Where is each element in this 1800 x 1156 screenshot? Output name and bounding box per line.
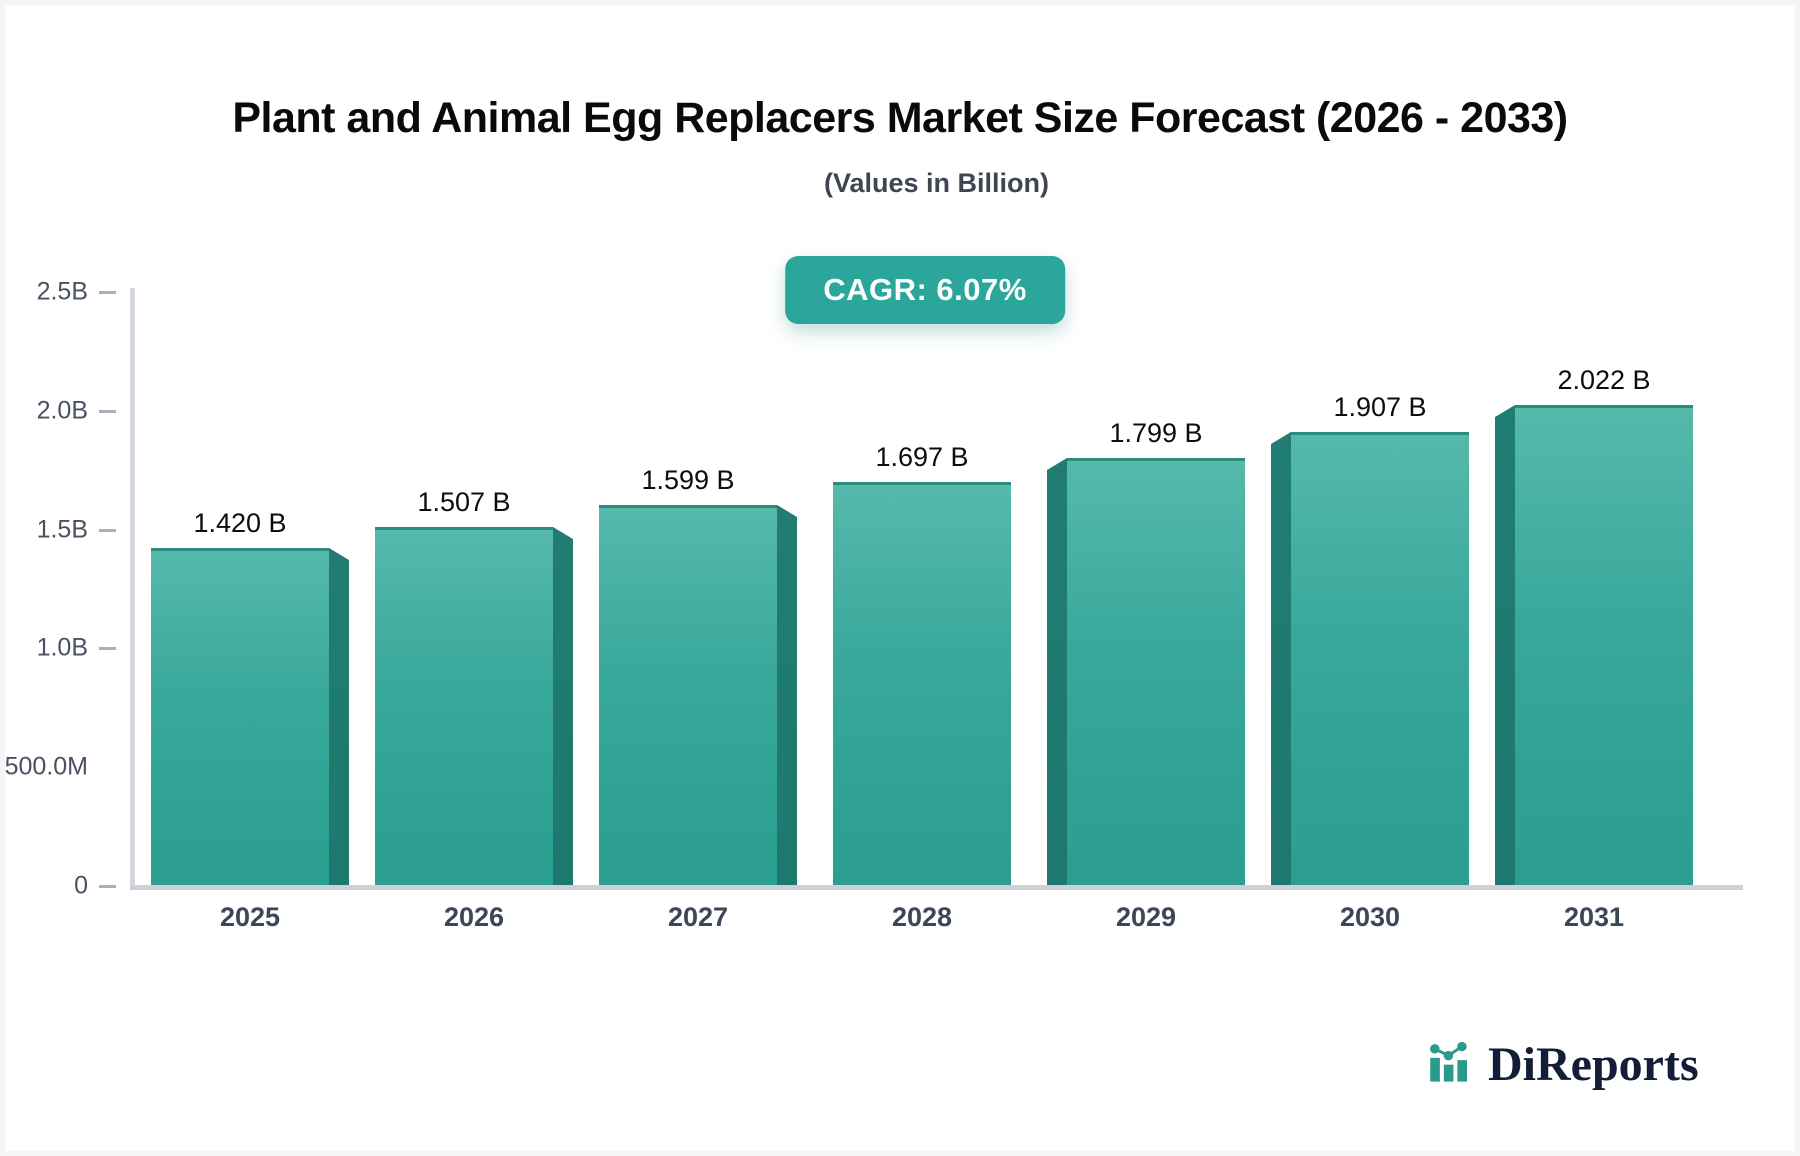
bar-main-face (1067, 458, 1245, 885)
bar-side-face (1495, 405, 1515, 885)
bar-main-face (375, 527, 553, 885)
bar-main-face (151, 548, 329, 885)
y-tick (99, 410, 116, 413)
bar-2029[interactable]: 1.799 B (1047, 418, 1245, 885)
bar-value-label: 1.799 B (1109, 418, 1203, 448)
y-tick-label: 1.5B (36, 515, 88, 544)
bar-side-face (553, 527, 573, 885)
y-tick (99, 529, 116, 532)
x-category-label: 2029 (1115, 902, 1177, 932)
bar-main-face (1291, 432, 1469, 885)
y-axis-line (130, 288, 135, 890)
y-tick-label: 2.5B (36, 277, 88, 306)
bar-side-face (1271, 432, 1291, 885)
y-tick (99, 291, 116, 294)
y-tick (99, 885, 116, 888)
bar-value-label: 1.697 B (875, 442, 969, 472)
chart-title: Plant and Animal Egg Replacers Market Si… (232, 94, 1568, 142)
cagr-badge: CAGR: 6.07% (785, 256, 1065, 324)
bar-main-face (1515, 405, 1693, 885)
chart-subtitle: (Values in Billion) (823, 168, 1050, 198)
bar-2028[interactable]: 1.697 B (833, 442, 1011, 885)
bar-side-face (777, 505, 797, 885)
bar-2025[interactable]: 1.420 B (151, 508, 349, 885)
bar-value-label: 1.420 B (193, 508, 287, 538)
logo-text: DiReports (1488, 1038, 1699, 1091)
x-category-label: 2025 (219, 902, 281, 932)
y-tick-label: 1.0B (36, 633, 88, 662)
x-axis-line (130, 885, 1743, 890)
y-tick-label: 2.0B (36, 396, 88, 425)
bar-2031[interactable]: 2.022 B (1495, 365, 1693, 885)
x-category-label: 2027 (667, 902, 729, 932)
direports-logo: DiReports (1428, 1034, 1699, 1089)
x-category-label: 2030 (1339, 902, 1401, 932)
bar-value-label: 1.907 B (1333, 392, 1427, 422)
bar-value-label: 1.599 B (641, 465, 735, 495)
logo-chart-icon (1428, 1034, 1480, 1089)
y-tick-label: 500.0M (4, 752, 88, 781)
bar-value-label: 2.022 B (1557, 365, 1651, 395)
bar-2027[interactable]: 1.599 B (599, 465, 797, 885)
x-category-label: 2031 (1563, 902, 1625, 932)
bar-side-face (1047, 458, 1067, 885)
y-tick-label: 0 (74, 871, 88, 900)
x-category-label: 2026 (443, 902, 505, 932)
bar-side-face (329, 548, 349, 885)
bar-main-face (833, 482, 1011, 885)
bar-value-label: 1.507 B (417, 487, 511, 517)
bar-2026[interactable]: 1.507 B (375, 487, 573, 885)
bar-2030[interactable]: 1.907 B (1271, 392, 1469, 885)
bar-main-face (599, 505, 777, 885)
y-tick (99, 647, 116, 650)
x-category-label: 2028 (891, 902, 953, 932)
